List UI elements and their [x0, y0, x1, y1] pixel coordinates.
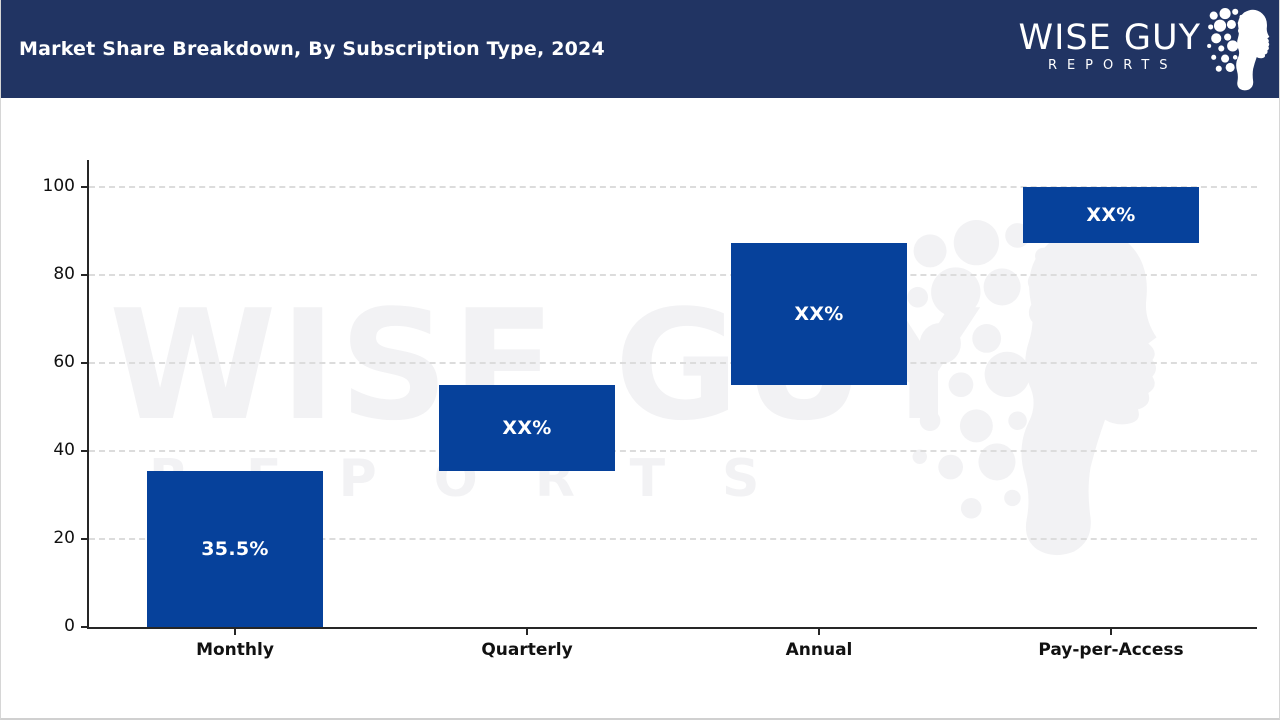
y-tick-label: 20 [53, 528, 75, 548]
bar-value-label: XX% [1086, 203, 1136, 226]
x-tick-mark [818, 629, 820, 635]
gridline-y20 [89, 538, 1257, 540]
y-tick-label: 0 [64, 616, 75, 636]
bar-annual: XX% [731, 242, 907, 385]
y-tick-label: 40 [53, 440, 75, 460]
logo-wordmark-line1: WISE GUY [1018, 18, 1201, 58]
y-axis-spine [87, 160, 89, 629]
x-tick-mark [234, 629, 236, 635]
bar-value-label: XX% [502, 416, 552, 439]
y-tick-mark [81, 450, 89, 452]
chart-area: WISE GUY REPORTS 0 20 40 60 80 100 35.5% Monthl… [1, 98, 1279, 718]
header-bar: Market Share Breakdown, By Subscription … [1, 0, 1279, 98]
gridline-y40 [89, 450, 1257, 452]
gridline-y100 [89, 186, 1257, 188]
y-tick-label: 80 [53, 264, 75, 284]
bar-value-label: 35.5% [201, 537, 269, 560]
y-tick-mark [81, 626, 89, 628]
brand-logo: WISE GUY REPORTS [1018, 6, 1273, 94]
x-tick-mark [1110, 629, 1112, 635]
logo-wordmark: WISE GUY REPORTS [1018, 20, 1201, 73]
y-tick-mark [81, 186, 89, 188]
bar-quarterly: XX% [439, 385, 615, 471]
x-tick-mark [526, 629, 528, 635]
y-tick-mark [81, 274, 89, 276]
x-tick-label-quarterly: Quarterly [481, 640, 573, 660]
bar-pay-per-access: XX% [1023, 187, 1199, 243]
bar-value-label: XX% [794, 302, 844, 325]
x-tick-label-pay-per-access: Pay-per-Access [1038, 640, 1184, 660]
y-tick-mark [81, 538, 89, 540]
bar-monthly: 35.5% [147, 470, 323, 627]
y-tick-label: 60 [53, 352, 75, 372]
logo-head-icon [1207, 8, 1270, 91]
gridline-y80 [89, 274, 1257, 276]
x-axis-spine [87, 627, 1257, 629]
y-tick-mark [81, 362, 89, 364]
x-tick-label-annual: Annual [785, 640, 853, 660]
gridline-y60 [89, 362, 1257, 364]
logo-wordmark-line2: REPORTS [1047, 57, 1178, 73]
x-tick-label-monthly: Monthly [196, 640, 274, 660]
page-title: Market Share Breakdown, By Subscription … [19, 38, 605, 60]
y-tick-label: 100 [42, 176, 75, 196]
waterfall-chart: 0 20 40 60 80 100 35.5% Monthly XX% Quarterly XX% A… [1, 98, 1279, 718]
